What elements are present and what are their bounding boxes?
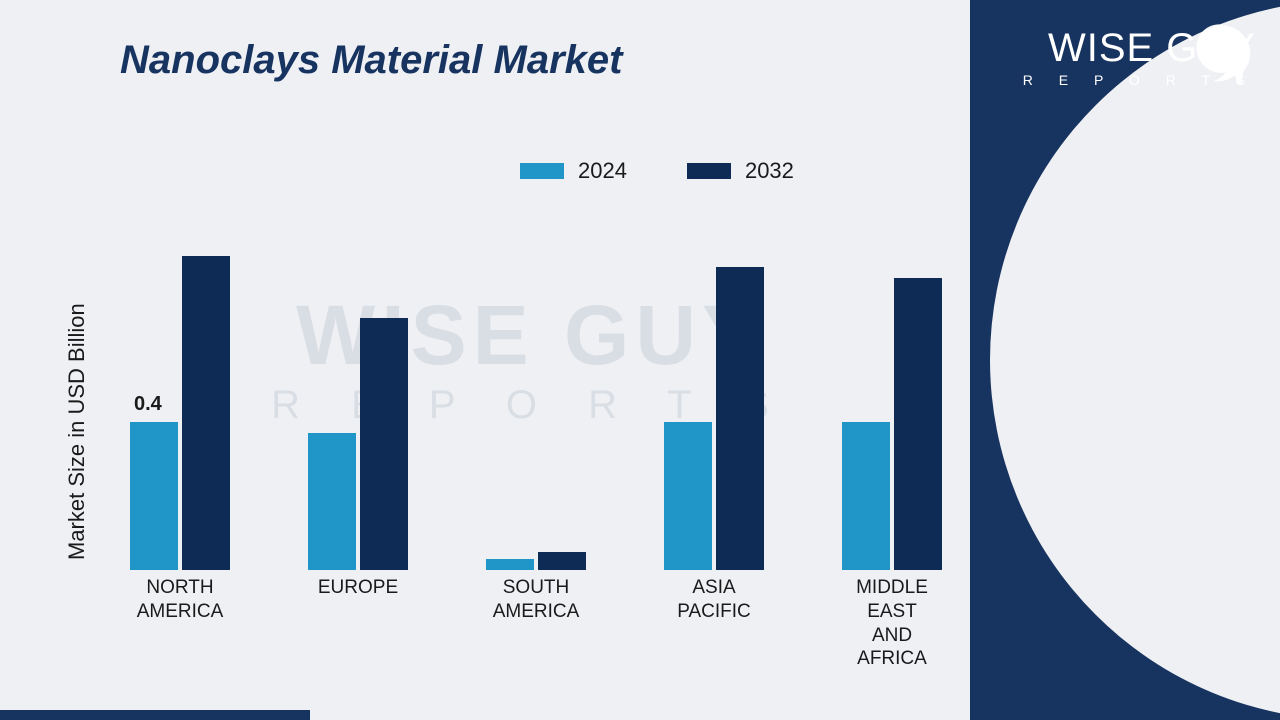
bar-2032 [716, 267, 764, 570]
bar-2024 [664, 422, 712, 570]
bar-2024 [842, 422, 890, 570]
chart-title: Nanoclays Material Market [120, 38, 622, 83]
legend-label-2024: 2024 [578, 158, 627, 184]
x-axis-label: ASIAPACIFIC [639, 576, 789, 624]
brain-icon [1184, 22, 1256, 94]
bar-2032 [182, 256, 230, 571]
x-axis-label: SOUTHAMERICA [461, 576, 611, 624]
x-axis-label: EUROPE [283, 576, 433, 600]
plot-area: 0.4 [110, 200, 1050, 570]
x-axis-label: NORTHAMERICA [105, 576, 255, 624]
bar-2024 [486, 559, 534, 570]
bar-2024 [130, 422, 178, 570]
bar-2032 [360, 318, 408, 570]
x-axis-label: MIDDLEEASTANDAFRICA [817, 576, 967, 671]
legend-item-2032: 2032 [687, 158, 794, 184]
brand-logo: WISE GUY R E P O R T S [1023, 28, 1256, 88]
bar-value-label: 0.4 [134, 393, 162, 416]
legend-item-2024: 2024 [520, 158, 627, 184]
y-axis-label: Market Size in USD Billion [64, 303, 90, 560]
legend-label-2032: 2032 [745, 158, 794, 184]
legend-swatch-2024 [520, 163, 564, 179]
legend-swatch-2032 [687, 163, 731, 179]
chart-canvas: WISE GUY R E P O R T S WISE GUY R E P O … [0, 0, 1280, 720]
bar-2032 [894, 278, 942, 570]
legend: 2024 2032 [520, 158, 794, 184]
bar-2032 [538, 552, 586, 571]
bottom-accent-bar [0, 710, 310, 720]
bar-2024 [308, 433, 356, 570]
